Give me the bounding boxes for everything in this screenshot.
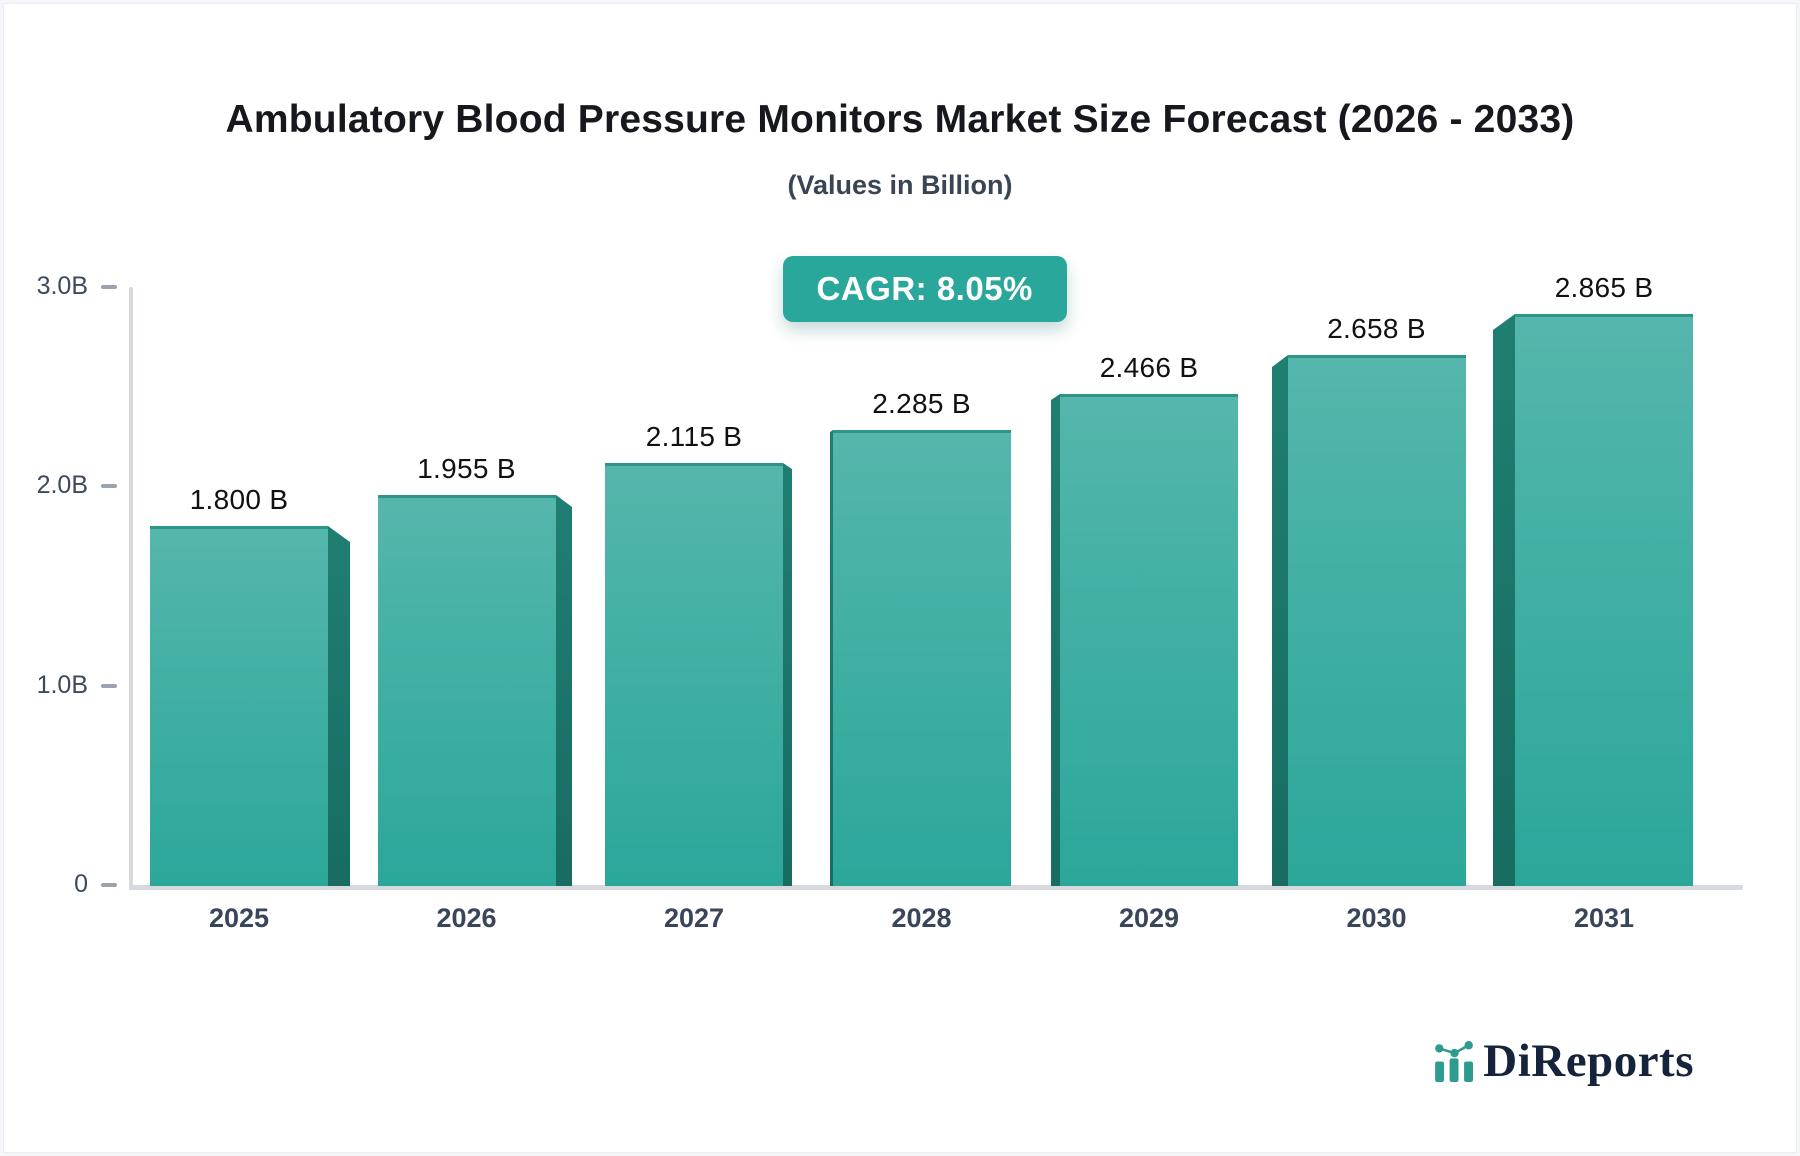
x-axis-category-label: 2030 xyxy=(1346,903,1407,933)
brand-name: DiReports xyxy=(1483,1035,1694,1087)
bar-2028 xyxy=(833,430,1011,886)
x-axis-category-label: 2026 xyxy=(436,903,497,933)
x-axis-category-label: 2031 xyxy=(1573,903,1635,933)
bar-line-trend-icon xyxy=(1435,1041,1474,1082)
y-axis-tick-mark xyxy=(101,683,117,688)
bar-2025 xyxy=(150,526,328,886)
y-axis-tick-mark xyxy=(101,484,117,489)
bar-2029 xyxy=(1060,394,1238,886)
bar-value-label: 2.285 B xyxy=(872,388,971,419)
bar-value-label: 2.658 B xyxy=(1327,313,1426,344)
chart-title: Ambulatory Blood Pressure Monitors Marke… xyxy=(225,98,1575,141)
bar-value-label: 2.115 B xyxy=(645,421,743,452)
bar-2027 xyxy=(605,463,783,886)
y-axis-tick-label: 2.0B xyxy=(36,471,88,500)
chart-subtitle: (Values in Billion) xyxy=(787,170,1013,200)
bar-value-label: 2.865 B xyxy=(1554,272,1654,303)
bar-side-face xyxy=(556,495,572,886)
y-axis-tick-mark xyxy=(101,285,117,290)
brand-logo: DiReports xyxy=(1434,1034,1694,1088)
bar-side-face xyxy=(783,463,792,886)
x-axis-category-label: 2028 xyxy=(891,903,952,933)
y-axis-tick-label: 0 xyxy=(74,870,88,898)
bar-value-label: 2.466 B xyxy=(1099,352,1199,383)
bar-value-label: 1.955 B xyxy=(417,453,516,484)
cagr-badge: CAGR: 8.05% xyxy=(782,256,1067,322)
y-axis-tick-label: 3.0B xyxy=(36,272,88,301)
bar-2031 xyxy=(1515,314,1693,886)
bar-side-face xyxy=(1272,355,1288,886)
y-axis-line xyxy=(129,287,133,890)
x-axis-category-label: 2027 xyxy=(663,903,725,933)
bar-side-face xyxy=(1051,394,1060,886)
y-axis-tick-label: 1.0B xyxy=(36,670,88,699)
x-axis-line xyxy=(129,885,1743,890)
bar-side-face xyxy=(328,526,350,886)
y-axis-tick-mark xyxy=(101,883,117,887)
bar-side-face xyxy=(830,430,833,886)
cagr-badge-label: CAGR: 8.05% xyxy=(816,270,1033,307)
bar-2030 xyxy=(1288,355,1466,886)
bar-2026 xyxy=(378,495,556,886)
x-axis-category-label: 2029 xyxy=(1118,903,1180,933)
x-axis-category-label: 2025 xyxy=(208,903,270,933)
bar-value-label: 1.800 B xyxy=(189,484,289,515)
bar-side-face xyxy=(1493,314,1515,886)
